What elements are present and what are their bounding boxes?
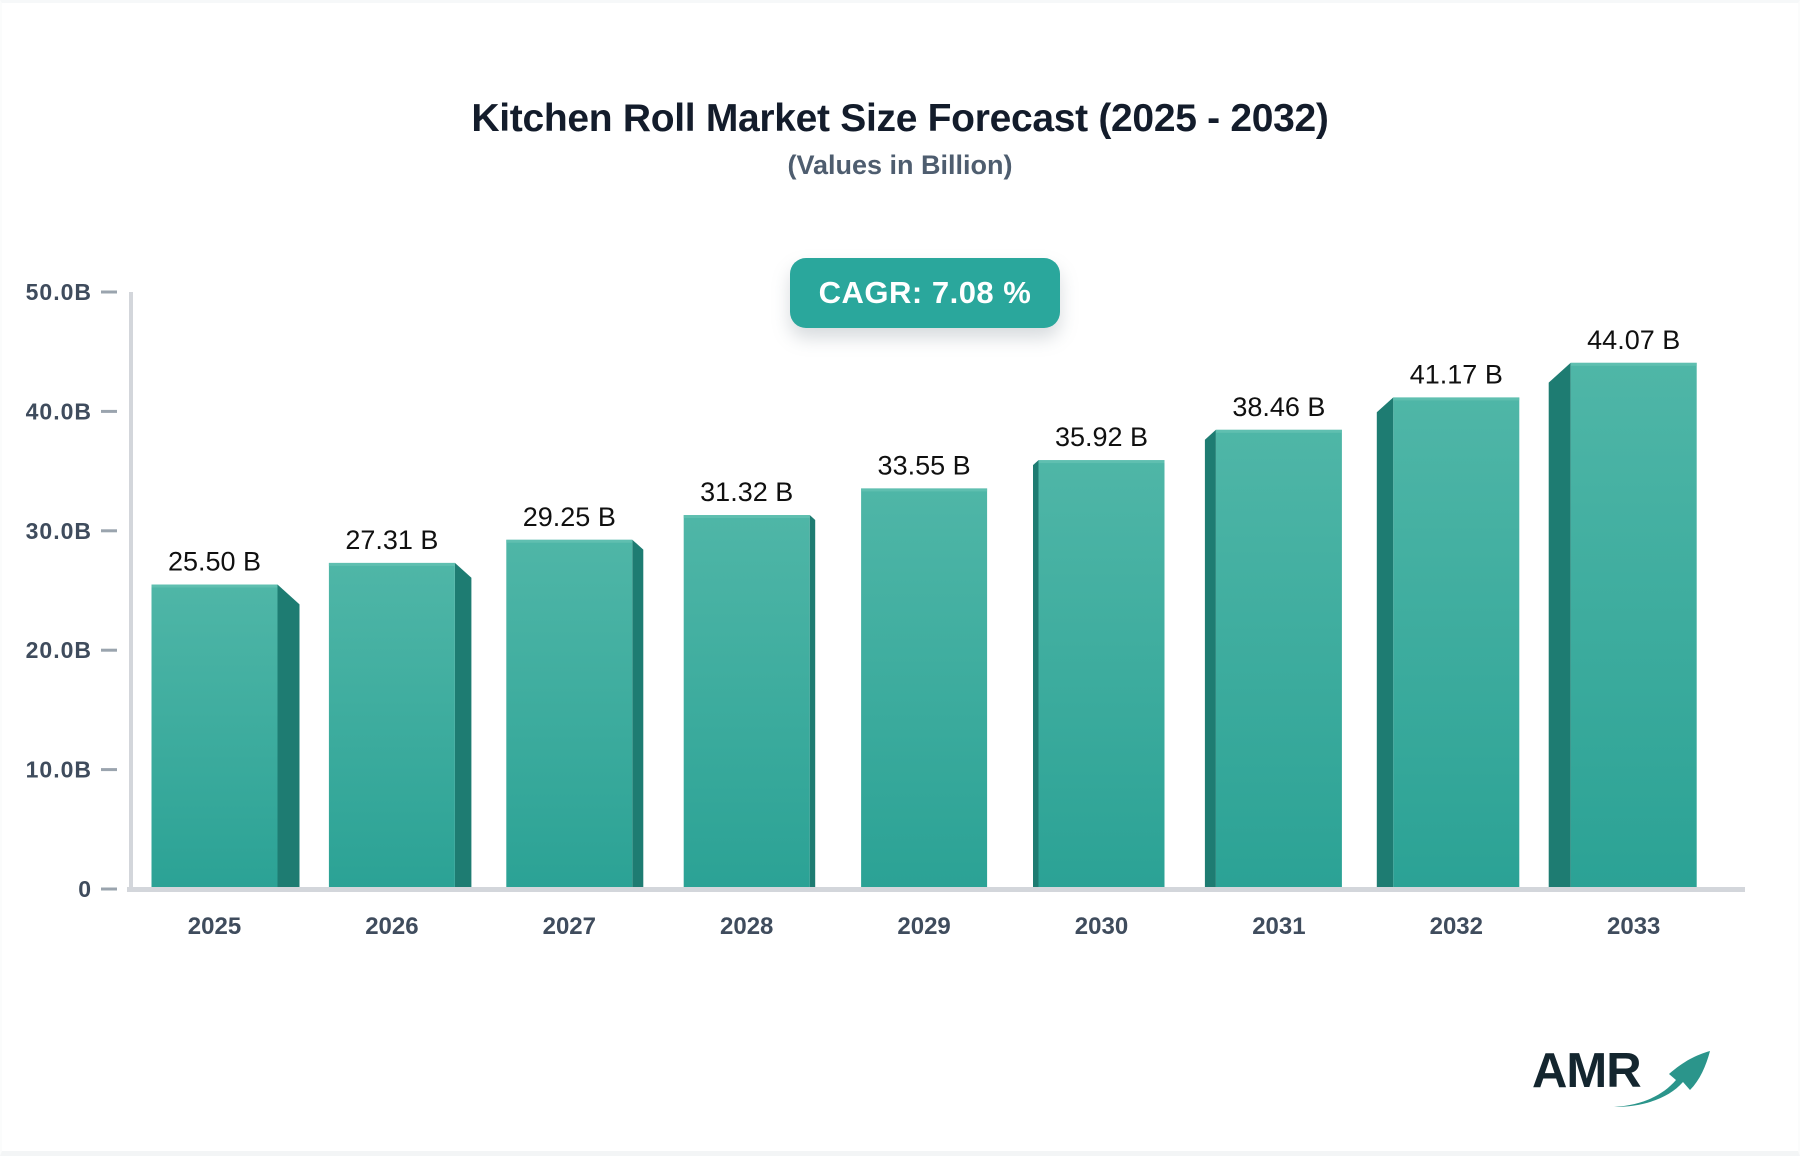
bar-value-label: 41.17 B [1410, 359, 1503, 389]
bar-top-edge [1038, 460, 1165, 464]
bar-side-2033 [1548, 362, 1571, 888]
bar-top-edge [328, 562, 455, 566]
bar-2033 [1570, 362, 1697, 889]
bar-2032 [1393, 397, 1520, 889]
bar-top-edge [506, 539, 633, 543]
bar-top-edge [1215, 429, 1342, 433]
y-tick-label: 50.0B [26, 279, 92, 305]
bar-side-2025 [277, 584, 300, 888]
bar-chart: 50.0B 40.0B 30.0B 20.0B 10.0B 0 25.50 B 2025 27.… [26, 279, 1745, 940]
bar-2027 [506, 539, 633, 889]
chart-title: Kitchen Roll Market Size Forecast (2025 … [471, 97, 1329, 140]
bar-side-2027 [632, 539, 644, 888]
bar-side-2026 [454, 562, 472, 888]
bar-side-2032 [1376, 397, 1394, 888]
growth-arrow-icon [1614, 1051, 1710, 1107]
x-tick-label: 2027 [543, 913, 596, 940]
bar-value-label: 25.50 B [168, 547, 261, 577]
y-tick-mark [101, 529, 117, 533]
bar-side-2030 [1033, 460, 1039, 888]
x-tick-label: 2032 [1430, 913, 1483, 940]
bar-value-label: 27.31 B [345, 525, 438, 555]
bar-value-label: 44.07 B [1587, 325, 1680, 355]
x-tick-label: 2030 [1075, 913, 1128, 940]
y-tick-mark [101, 409, 117, 413]
y-tick-label: 20.0B [26, 637, 92, 663]
bar-top-edge [1393, 397, 1520, 401]
bar-2031 [1215, 429, 1342, 889]
bar-2025 [151, 584, 278, 889]
y-tick-mark [101, 768, 117, 772]
bar-2026 [328, 562, 455, 889]
cagr-badge-label: CAGR: 7.08 % [818, 275, 1032, 310]
cagr-badge: CAGR: 7.08 % [790, 258, 1060, 328]
x-tick-label: 2033 [1607, 913, 1660, 940]
bar-top-edge [861, 488, 988, 492]
bar-2028 [683, 515, 810, 889]
bar-side-2031 [1204, 429, 1216, 888]
bar-value-label: 38.46 B [1232, 392, 1325, 422]
x-tick-label: 2031 [1252, 913, 1305, 940]
x-tick-label: 2025 [188, 913, 241, 940]
bar-top-edge [151, 584, 278, 588]
bar-2030 [1038, 460, 1165, 889]
amr-logo-text: AMR [1532, 1044, 1642, 1098]
y-tick-label: 10.0B [26, 757, 92, 783]
y-tick-label: 40.0B [26, 398, 92, 424]
bar-value-label: 29.25 B [523, 502, 616, 532]
x-axis-line [127, 887, 1745, 892]
bar-top-edge [1570, 362, 1697, 366]
x-tick-label: 2029 [897, 913, 950, 940]
bar-value-label: 35.92 B [1055, 422, 1148, 452]
bar-2029 [861, 488, 988, 889]
y-tick-label: 0 [78, 876, 92, 902]
y-tick-mark [101, 648, 117, 652]
x-tick-label: 2026 [365, 913, 418, 940]
y-tick-mark [101, 290, 117, 294]
bar-value-label: 31.32 B [700, 477, 793, 507]
x-tick-label: 2028 [720, 913, 773, 940]
bar-top-edge [683, 515, 810, 519]
bar-side-2028 [809, 515, 816, 888]
amr-logo: AMR [1532, 1043, 1722, 1123]
bar-value-label: 33.55 B [878, 450, 971, 480]
y-tick-mark [101, 887, 117, 891]
chart-subtitle: (Values in Billion) [787, 150, 1013, 180]
y-axis-line [129, 292, 133, 892]
y-tick-label: 30.0B [26, 518, 92, 544]
